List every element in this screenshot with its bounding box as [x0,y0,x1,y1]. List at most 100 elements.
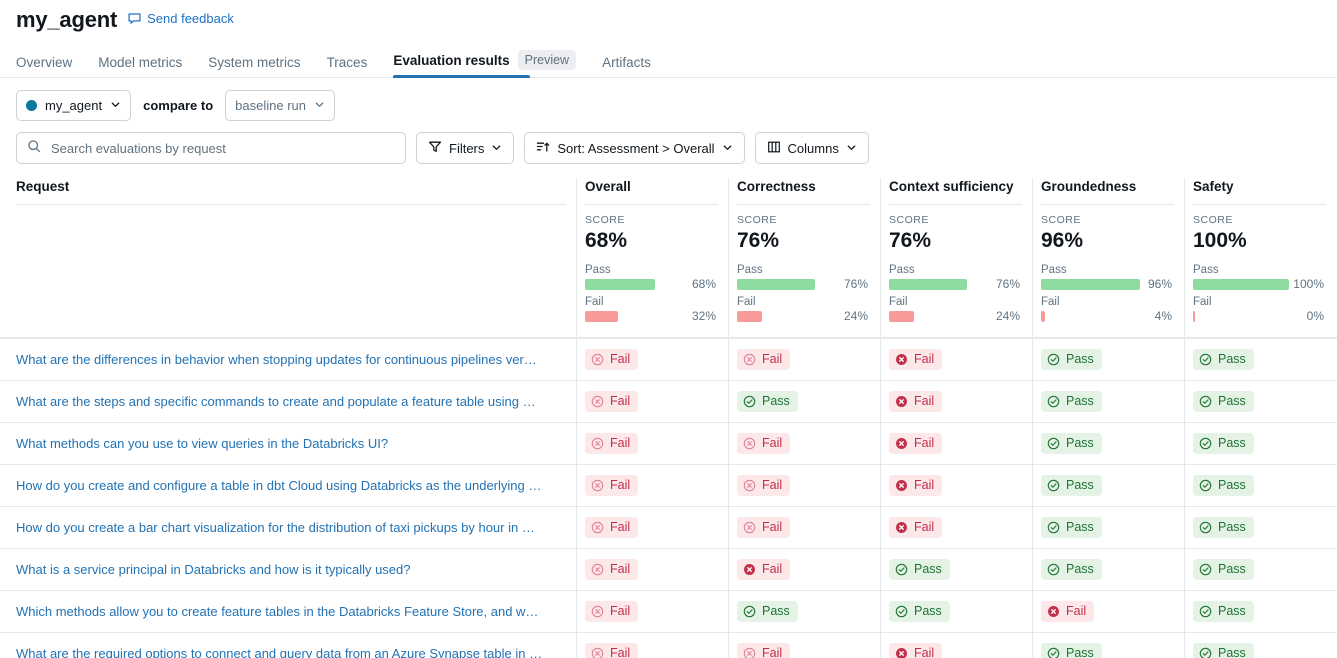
fail-bar-block: Fail 24% [737,295,868,323]
status-badge[interactable]: Fail [737,643,791,658]
table-row[interactable]: What are the differences in behavior whe… [0,338,1337,381]
page-header: my_agent Send feedback [0,0,1337,34]
evaluation-results-table: Request Overall Correctness Context suff… [0,178,1337,658]
pass-fail-bars: Pass 100% Fail 0% [1193,263,1336,323]
fail-bar-fill [1041,310,1046,322]
status-badge[interactable]: Pass [1193,601,1254,622]
tab-overview[interactable]: Overview [16,55,72,77]
status-badge[interactable]: Fail [889,349,943,370]
request-link[interactable]: What are the required options to connect… [16,646,543,658]
request-link[interactable]: How do you create a bar chart visualizat… [16,520,535,535]
filters-label: Filters [449,140,485,156]
tab-traces[interactable]: Traces [327,55,368,77]
request-link[interactable]: What is a service principal in Databrick… [16,562,411,577]
pass-bar-fill [1193,278,1290,290]
request-link[interactable]: What methods can you use to view queries… [16,436,389,451]
request-link[interactable]: How do you create and configure a table … [16,478,542,493]
pass-bar-fill [889,278,968,290]
status-badge[interactable]: Pass [1193,475,1254,496]
search-evaluations-box[interactable] [16,132,406,164]
sort-button[interactable]: Sort: Assessment > Overall [524,132,745,164]
status-badge[interactable]: Pass [889,601,950,622]
request-link[interactable]: Which methods allow you to create featur… [16,604,539,619]
status-badge[interactable]: Fail [889,643,943,658]
status-badge[interactable]: Fail [737,433,791,454]
status-badge[interactable]: Fail [1041,601,1095,622]
column-header-safety[interactable]: Safety [1184,178,1336,205]
column-header-context-sufficiency[interactable]: Context sufficiency [880,178,1032,205]
tab-evaluation-results[interactable]: Evaluation results Preview [393,50,577,78]
tab-system-metrics[interactable]: System metrics [208,55,300,77]
fail-label: Fail [1193,296,1212,308]
table-row[interactable]: What are the required options to connect… [0,632,1337,658]
tab-artifacts[interactable]: Artifacts [602,55,651,77]
tab-model-metrics[interactable]: Model metrics [98,55,182,77]
status-badge[interactable]: Pass [1041,559,1102,580]
circle-x-outline-icon [591,563,604,576]
status-badge[interactable]: Fail [889,433,943,454]
status-badge[interactable]: Fail [737,559,791,580]
status-badge[interactable]: Fail [585,601,639,622]
status-badge[interactable]: Fail [585,475,639,496]
status-badge[interactable]: Pass [1193,643,1254,658]
search-input[interactable] [49,139,395,157]
send-feedback-link[interactable]: Send feedback [127,10,234,28]
metric-summary-correctness: SCORE 76% Pass 76% Fail 24% [728,205,880,337]
status-badge[interactable]: Pass [1193,391,1254,412]
table-row[interactable]: What are the steps and specific commands… [0,380,1337,423]
circle-x-outline-icon [743,647,756,658]
status-label: Pass [1218,394,1246,408]
circle-check-outline-icon [1199,353,1212,366]
status-badge[interactable]: Pass [1041,643,1102,658]
columns-button[interactable]: Columns [754,132,869,164]
circle-check-outline-icon [743,605,756,618]
baseline-selector-label: baseline run [235,98,306,113]
status-badge[interactable]: Fail [889,391,943,412]
status-badge[interactable]: Pass [1193,517,1254,538]
run-selector[interactable]: my_agent [16,90,132,121]
filters-button[interactable]: Filters [416,132,515,164]
table-header-row: Request Overall Correctness Context suff… [0,178,1337,205]
column-header-correctness[interactable]: Correctness [728,178,880,205]
column-header-groundedness[interactable]: Groundedness [1032,178,1184,205]
column-header-request[interactable]: Request [0,178,576,205]
table-row[interactable]: What is a service principal in Databrick… [0,548,1337,591]
pass-bar-block: Pass 100% [1193,263,1324,291]
circle-x-filled-icon [895,395,908,408]
status-label: Pass [1218,562,1246,576]
status-badge[interactable]: Pass [1041,517,1102,538]
table-row[interactable]: How do you create a bar chart visualizat… [0,506,1337,549]
status-badge[interactable]: Pass [737,391,798,412]
baseline-run-selector[interactable]: baseline run [225,90,335,121]
status-badge[interactable]: Pass [1041,349,1102,370]
status-badge[interactable]: Pass [1041,433,1102,454]
request-cell: What are the steps and specific commands… [0,381,576,423]
status-badge[interactable]: Pass [1193,349,1254,370]
status-badge[interactable]: Pass [1193,559,1254,580]
status-badge[interactable]: Fail [585,433,639,454]
status-badge[interactable]: Fail [585,349,639,370]
status-label: Fail [1066,604,1087,618]
request-link[interactable]: What are the steps and specific commands… [16,394,536,409]
status-badge[interactable]: Fail [585,643,639,658]
column-header-overall[interactable]: Overall [576,178,728,205]
status-badge[interactable]: Pass [889,559,950,580]
request-link[interactable]: What are the differences in behavior whe… [16,352,537,367]
table-row[interactable]: How do you create and configure a table … [0,464,1337,507]
status-badge[interactable]: Fail [585,559,639,580]
status-badge[interactable]: Fail [737,349,791,370]
status-badge[interactable]: Fail [889,475,943,496]
table-row[interactable]: Which methods allow you to create featur… [0,590,1337,633]
status-badge[interactable]: Fail [585,391,639,412]
status-badge[interactable]: Fail [585,517,639,538]
status-badge[interactable]: Pass [1041,475,1102,496]
status-badge[interactable]: Fail [889,517,943,538]
status-badge[interactable]: Pass [1041,391,1102,412]
status-badge[interactable]: Fail [737,517,791,538]
fail-label: Fail [1041,296,1060,308]
status-label: Pass [1218,436,1246,450]
status-badge[interactable]: Pass [737,601,798,622]
status-badge[interactable]: Fail [737,475,791,496]
status-badge[interactable]: Pass [1193,433,1254,454]
table-row[interactable]: What methods can you use to view queries… [0,422,1337,465]
